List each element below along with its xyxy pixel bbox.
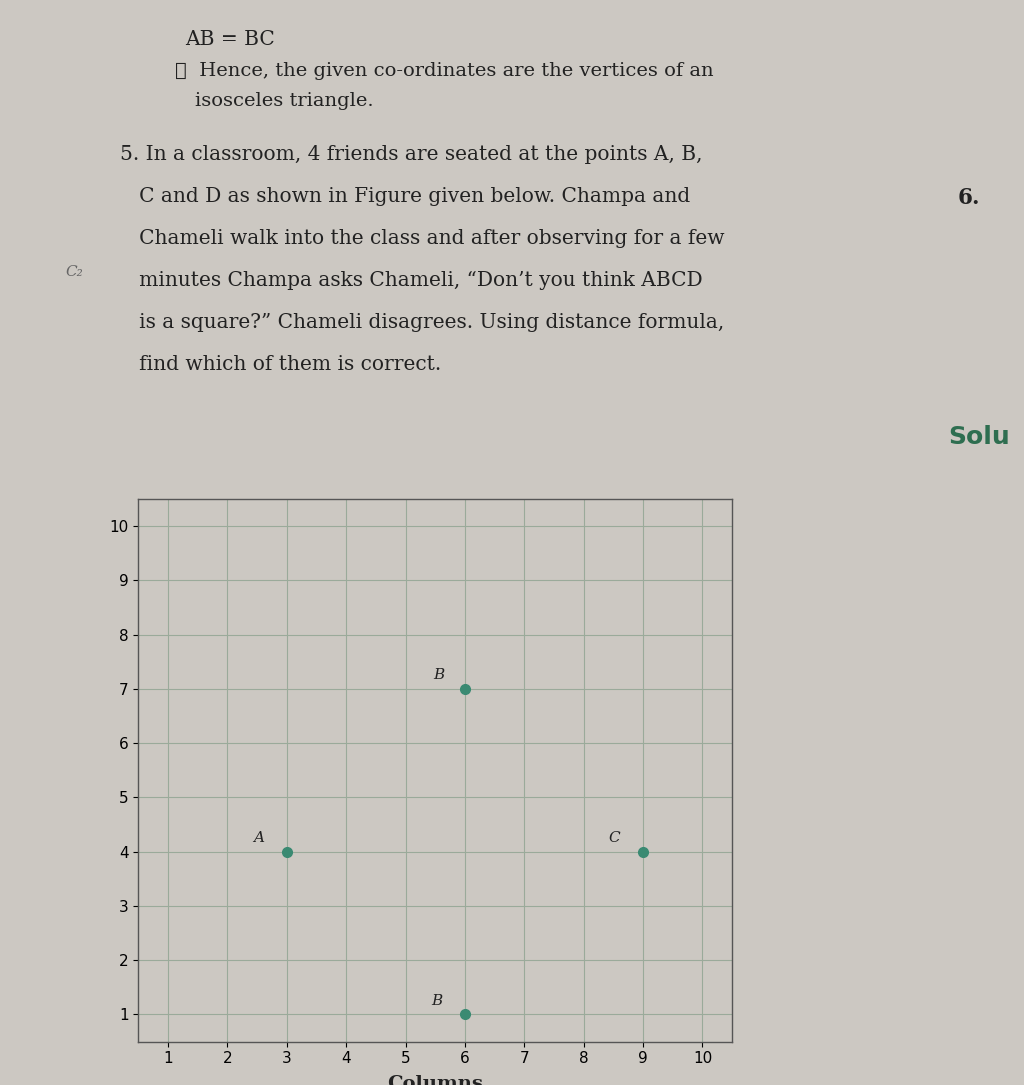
Text: A: A bbox=[253, 831, 264, 845]
Text: B: B bbox=[431, 994, 442, 1008]
Text: 6.: 6. bbox=[957, 187, 980, 209]
Text: B: B bbox=[433, 668, 444, 682]
Text: is a square?” Chameli disagrees. Using distance formula,: is a square?” Chameli disagrees. Using d… bbox=[120, 312, 724, 332]
Text: find which of them is correct.: find which of them is correct. bbox=[120, 355, 441, 374]
Text: Chameli walk into the class and after observing for a few: Chameli walk into the class and after ob… bbox=[120, 229, 725, 248]
Text: Solu: Solu bbox=[948, 425, 1010, 449]
X-axis label: Columns: Columns bbox=[387, 1074, 483, 1085]
Text: minutes Champa asks Chameli, “Don’t you think ABCD: minutes Champa asks Chameli, “Don’t you … bbox=[120, 271, 702, 290]
Text: C and D as shown in Figure given below. Champa and: C and D as shown in Figure given below. … bbox=[120, 187, 690, 206]
Text: C: C bbox=[609, 831, 621, 845]
Text: C₂: C₂ bbox=[65, 265, 83, 279]
Text: AB = BC: AB = BC bbox=[185, 30, 274, 49]
Text: isosceles triangle.: isosceles triangle. bbox=[195, 92, 374, 110]
Text: ∴  Hence, the given co-ordinates are the vertices of an: ∴ Hence, the given co-ordinates are the … bbox=[175, 62, 714, 80]
Text: 5. In a classroom, 4 friends are seated at the points A, B,: 5. In a classroom, 4 friends are seated … bbox=[120, 145, 702, 164]
